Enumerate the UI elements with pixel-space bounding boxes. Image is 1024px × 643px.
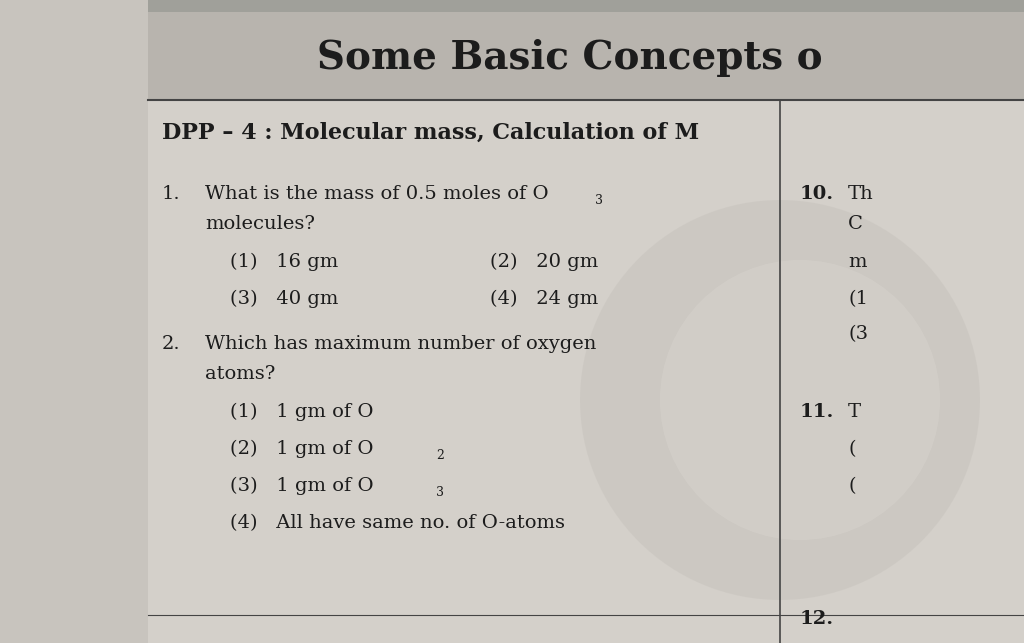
- Text: 3: 3: [595, 194, 603, 207]
- Bar: [148, 0, 1024, 643]
- Text: C: C: [848, 215, 863, 233]
- Text: (2)   1 gm of O: (2) 1 gm of O: [230, 440, 374, 458]
- Text: (4)   24 gm: (4) 24 gm: [490, 290, 598, 308]
- Text: 10.: 10.: [800, 185, 835, 203]
- Circle shape: [580, 200, 980, 600]
- Text: T: T: [848, 403, 861, 421]
- Text: (: (: [848, 477, 856, 495]
- Text: (3: (3: [848, 325, 868, 343]
- Text: 1.: 1.: [162, 185, 180, 203]
- Text: Th: Th: [848, 185, 873, 203]
- Text: (1: (1: [848, 290, 868, 308]
- Circle shape: [660, 260, 940, 540]
- Text: Which has maximum number of oxygen: Which has maximum number of oxygen: [205, 335, 596, 353]
- Text: (1)   16 gm: (1) 16 gm: [230, 253, 338, 271]
- Text: What is the mass of 0.5 moles of O: What is the mass of 0.5 moles of O: [205, 185, 549, 203]
- Text: (: (: [848, 440, 856, 458]
- Text: (3)   1 gm of O: (3) 1 gm of O: [230, 477, 374, 495]
- Text: m: m: [848, 253, 866, 271]
- Text: (1)   1 gm of O: (1) 1 gm of O: [230, 403, 374, 421]
- Text: (4)   All have same no. of O-atoms: (4) All have same no. of O-atoms: [230, 514, 565, 532]
- Text: 2: 2: [436, 449, 443, 462]
- Text: 3: 3: [436, 486, 444, 499]
- Bar: [148, 10, 1024, 100]
- Text: 11.: 11.: [800, 403, 835, 421]
- Text: (3)   40 gm: (3) 40 gm: [230, 290, 338, 308]
- Text: Some Basic Concepts o: Some Basic Concepts o: [317, 39, 823, 77]
- Bar: [148, 0, 1024, 12]
- Text: 12.: 12.: [800, 610, 835, 628]
- Text: DPP – 4 : Molecular mass, Calculation of M: DPP – 4 : Molecular mass, Calculation of…: [162, 122, 699, 144]
- Text: (2)   20 gm: (2) 20 gm: [490, 253, 598, 271]
- Text: 2.: 2.: [162, 335, 180, 353]
- Bar: [0, 0, 148, 643]
- Text: atoms?: atoms?: [205, 365, 275, 383]
- Text: molecules?: molecules?: [205, 215, 315, 233]
